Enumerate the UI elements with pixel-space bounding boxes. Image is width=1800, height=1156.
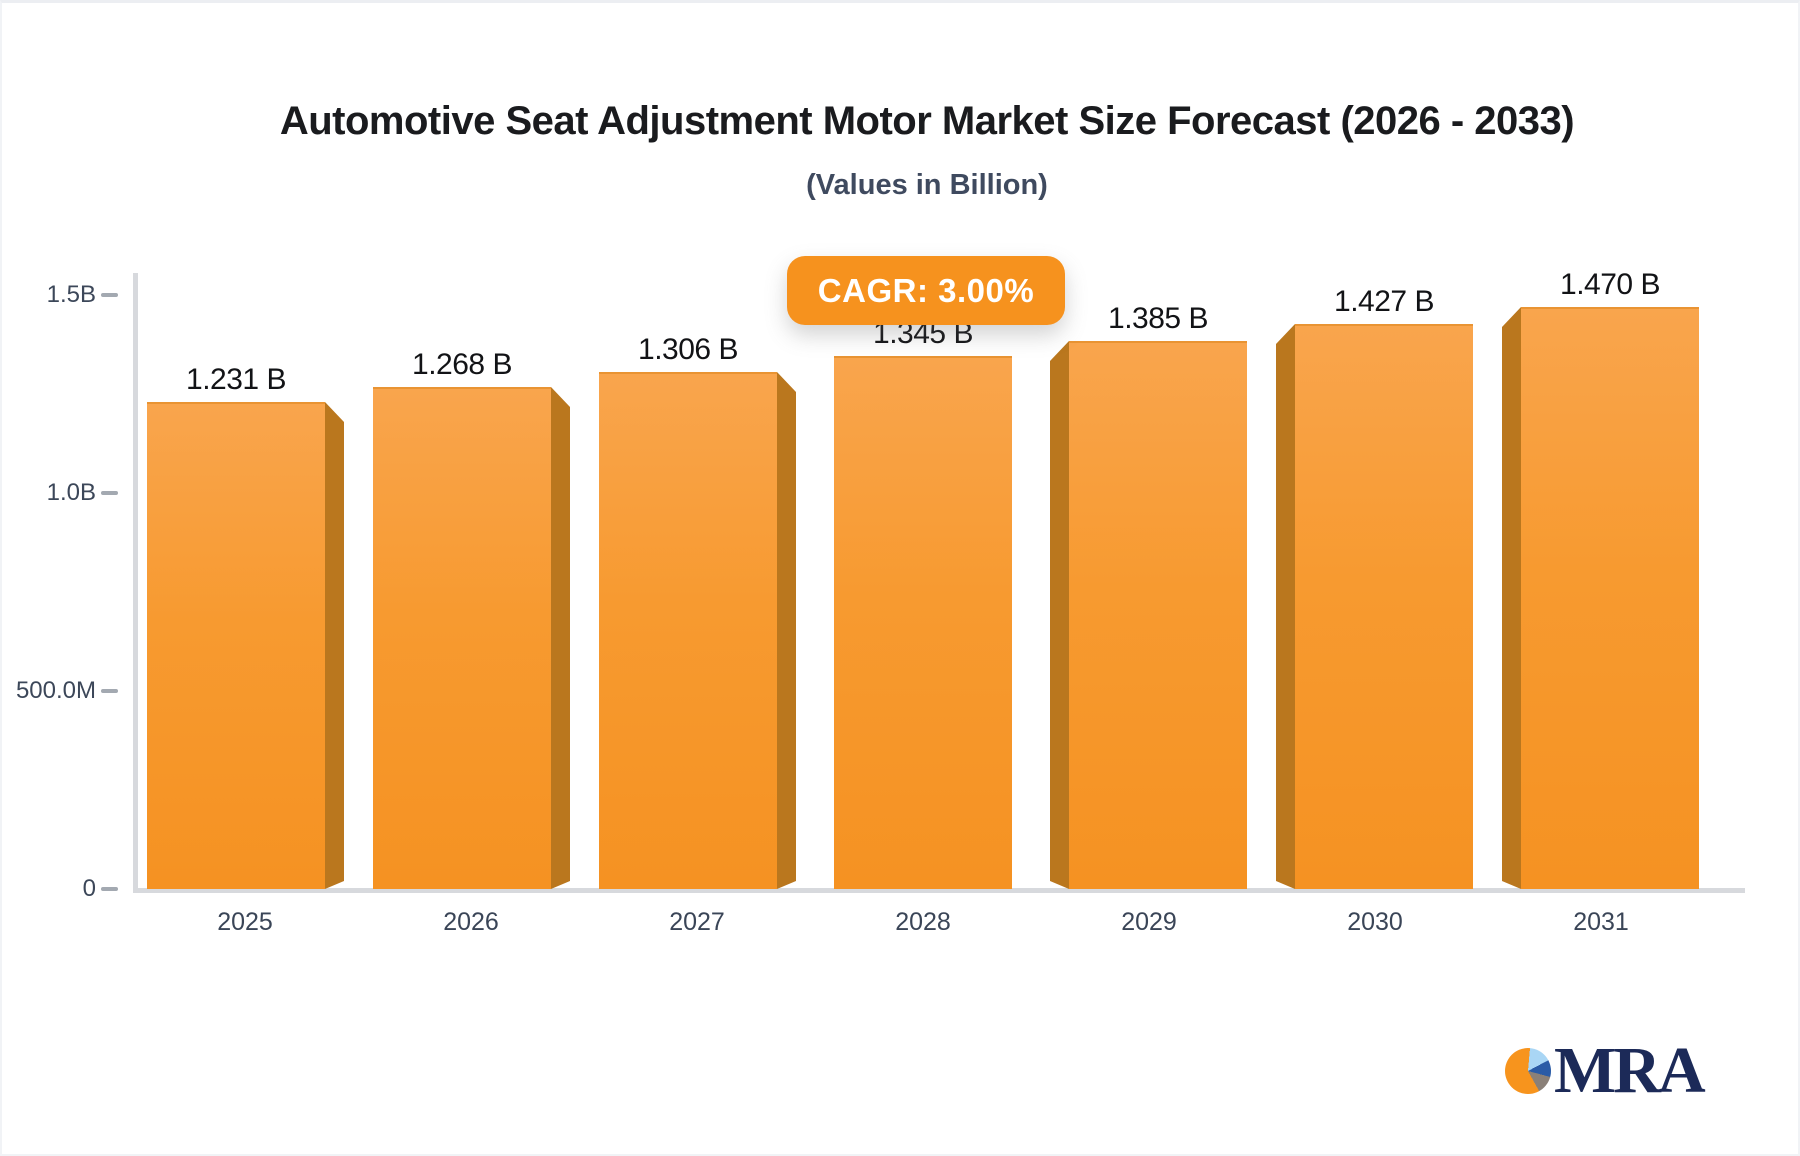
- bar-2027[interactable]: [599, 372, 777, 889]
- bar-value-label: 1.385 B: [1108, 302, 1208, 335]
- brand-logo: MRA: [1505, 1034, 1706, 1107]
- bar-2031[interactable]: [1521, 307, 1699, 889]
- x-axis-label: 2029: [1121, 908, 1177, 936]
- x-axis-label: 2030: [1347, 908, 1403, 936]
- bar-side-face: [777, 372, 796, 889]
- bar-side-face: [1502, 307, 1521, 889]
- chart-subtitle: (Values in Billion): [806, 169, 1048, 201]
- bar-value-label: 1.306 B: [638, 333, 738, 366]
- y-axis-tick-dash: [101, 887, 118, 891]
- y-axis-tick-dash: [101, 491, 118, 495]
- x-axis-label: 2028: [895, 908, 951, 936]
- x-axis-label: 2027: [669, 908, 725, 936]
- brand-text: MRA: [1554, 1034, 1706, 1107]
- y-axis-tick-label: 1.5B: [46, 281, 96, 308]
- x-axis-label: 2026: [443, 908, 499, 936]
- x-axis-label: 2025: [217, 908, 273, 936]
- bar-2029[interactable]: [1069, 341, 1247, 889]
- bar-2025[interactable]: [147, 402, 325, 889]
- bar-value-label: 1.470 B: [1560, 268, 1660, 301]
- bar-side-face: [1050, 341, 1069, 889]
- y-axis-tick-label: 1.0B: [46, 479, 96, 506]
- cagr-badge: CAGR: 3.00%: [787, 256, 1065, 325]
- bar-side-face: [551, 387, 570, 889]
- x-axis-label: 2031: [1573, 908, 1629, 936]
- bar-value-label: 1.268 B: [412, 348, 512, 381]
- x-axis-line: [133, 888, 1745, 893]
- pie-chart-icon: [1505, 1048, 1551, 1094]
- bar-2028[interactable]: [834, 356, 1012, 889]
- bar-2030[interactable]: [1295, 324, 1473, 889]
- cagr-badge-label: CAGR: 3.00%: [817, 271, 1035, 309]
- bar-side-face: [1276, 324, 1295, 889]
- y-axis-tick-dash: [101, 689, 118, 693]
- chart-title: Automotive Seat Adjustment Motor Market …: [279, 99, 1575, 143]
- bar-side-face: [325, 402, 344, 889]
- bar-2026[interactable]: [373, 387, 551, 889]
- bar-value-label: 1.231 B: [186, 363, 286, 396]
- y-axis-line: [133, 273, 138, 893]
- bar-value-label: 1.427 B: [1334, 285, 1434, 318]
- y-axis-tick-dash: [101, 293, 118, 297]
- y-axis-tick-label: 0: [82, 875, 96, 902]
- y-axis-tick-label: 500.0M: [15, 677, 96, 704]
